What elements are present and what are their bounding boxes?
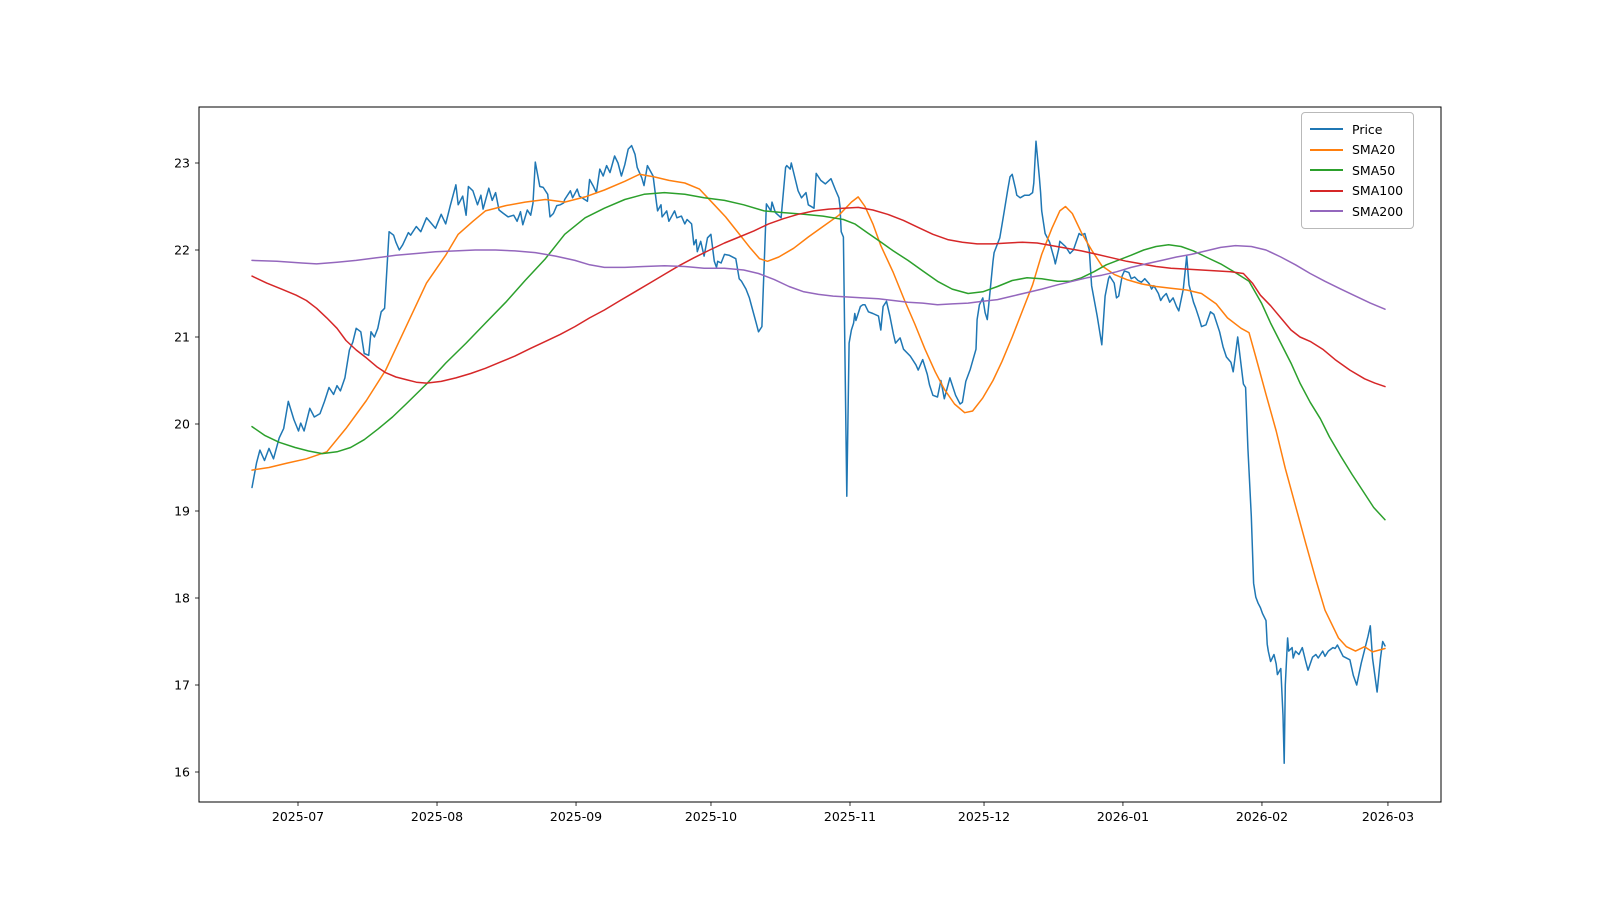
series-lines: [251, 140, 1386, 765]
x-tick-label: 2025-08: [411, 809, 463, 824]
y-tick-label: 17: [174, 678, 190, 693]
x-tick-label: 2026-01: [1097, 809, 1149, 824]
legend-entry-price: Price: [1310, 119, 1403, 140]
y-tick-label: 16: [174, 765, 190, 780]
legend-entry-sma20: SMA20: [1310, 140, 1403, 161]
legend-line-swatch: [1310, 169, 1343, 172]
legend-line-swatch: [1310, 148, 1343, 151]
x-tick-label: 2026-03: [1362, 809, 1414, 824]
y-tick-label: 19: [174, 504, 190, 519]
x-tick-label: 2025-11: [824, 809, 876, 824]
y-tick-label: 18: [174, 591, 190, 606]
series-line-price: [251, 140, 1386, 765]
y-tick-label: 21: [174, 330, 190, 345]
legend-label: SMA50: [1352, 162, 1396, 178]
x-tick-label: 2026-02: [1236, 809, 1288, 824]
legend-label: SMA20: [1352, 142, 1396, 158]
x-tick-label: 2025-12: [958, 809, 1010, 824]
legend-label: SMA100: [1352, 183, 1404, 199]
series-line-sma20: [251, 173, 1386, 653]
legend-label: Price: [1352, 121, 1383, 137]
y-tick-label: 23: [174, 156, 190, 171]
legend-line-swatch: [1310, 128, 1343, 131]
legend-label: SMA200: [1352, 203, 1404, 219]
y-tick-label: 22: [174, 243, 190, 258]
series-line-sma50: [251, 191, 1386, 521]
legend-entry-sma50: SMA50: [1310, 160, 1403, 181]
series-line-sma200: [251, 244, 1386, 310]
axes: 16 17 18 19 20 21 22 23 2025-07 2025-08 2025-09 202…: [174, 106, 1442, 824]
x-tick-label: 2025-09: [550, 809, 602, 824]
legend: Price SMA20 SMA50 SMA100 SMA200: [1301, 112, 1415, 229]
legend-line-swatch: [1310, 189, 1343, 192]
plot-border: [198, 106, 1442, 803]
legend-entry-sma200: SMA200: [1310, 201, 1403, 222]
x-tick-label: 2025-10: [685, 809, 737, 824]
legend-entry-sma100: SMA100: [1310, 181, 1403, 202]
y-tick-label: 20: [174, 417, 190, 432]
series-line-sma100: [251, 206, 1386, 388]
legend-line-swatch: [1310, 210, 1343, 213]
x-tick-label: 2025-07: [272, 809, 324, 824]
